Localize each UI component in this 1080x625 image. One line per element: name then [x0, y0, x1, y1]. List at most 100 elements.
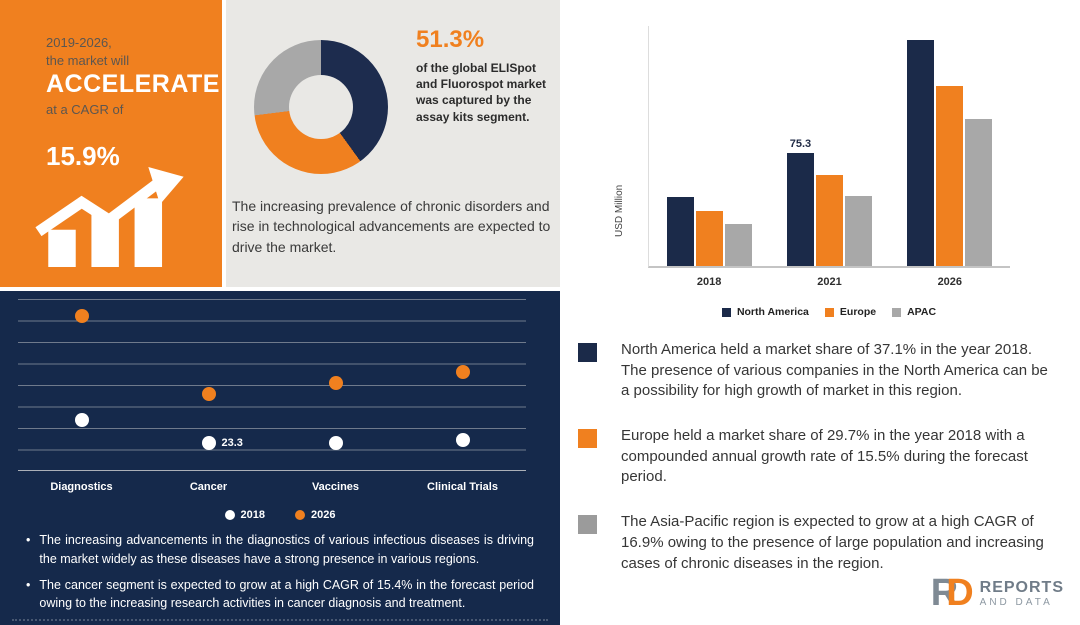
bar-legend: North America Europe APAC	[648, 306, 1010, 318]
bar-north-america-2026	[907, 39, 935, 266]
bar-row: 75.3	[786, 138, 872, 266]
legend-europe: Europe	[824, 306, 877, 318]
bar-group-2021: 75.3 2021	[786, 26, 872, 288]
legend-north-america: North America	[721, 306, 809, 318]
europe-swatch	[578, 429, 597, 449]
dot-category-label: Vaccines	[311, 481, 360, 493]
segment-share-desc: of the global ELISpot and Fluorospot mar…	[416, 61, 547, 124]
logo-anddata-text: AND DATA	[979, 597, 1053, 608]
legend-square-swatch	[721, 307, 731, 317]
bar-wrap: 75.3	[786, 138, 814, 266]
logo-mark: R D	[931, 572, 974, 615]
bar-row	[907, 39, 993, 266]
application-bullets: • The increasing advancements in the dia…	[26, 531, 534, 620]
regional-bar-chart: USD Million 2018 75.3 2021 2026 North Ameri…	[612, 22, 1022, 322]
logo-letter-r: R	[930, 572, 959, 614]
bar-category-label: 2018	[696, 276, 722, 288]
dot-2026-clinical-trials	[455, 364, 470, 379]
bar-apac-2026	[965, 119, 993, 266]
cagr-block: 2019-2026, the market will ACCELERATE at…	[0, 0, 222, 287]
legend-2018: 2018	[224, 509, 265, 521]
dot-column-vaccines	[272, 299, 399, 470]
bar-row	[666, 197, 752, 266]
dot-2018-clinical-trials	[455, 433, 470, 448]
bar-wrap	[907, 39, 935, 266]
legend-label: APAC	[907, 306, 937, 318]
growth-arrow-icon	[35, 166, 184, 267]
list-item: • The increasing advancements in the dia…	[26, 531, 534, 569]
bar-north-america-2021	[786, 153, 814, 266]
diagnostics-bullet-text: The increasing advancements in the diagn…	[39, 533, 534, 566]
reports-and-data-logo: R D REPORTS AND DATA	[931, 572, 1064, 615]
bar-apac-2018	[724, 224, 752, 266]
bar-wrap	[695, 210, 723, 266]
bar-wrap	[666, 197, 694, 266]
market-will-text: the market will	[46, 52, 130, 68]
logo-reports-text: REPORTS	[979, 579, 1064, 596]
apac-bullet-text: The Asia-Pacific region is expected to g…	[621, 513, 1044, 572]
bar-europe-2018	[695, 210, 723, 266]
bar-group-2018: 2018	[666, 26, 752, 288]
list-item: The Asia-Pacific region is expected to g…	[578, 512, 1060, 574]
legend-dot-swatch	[295, 510, 305, 520]
segment-share-block: 51.3% of the global ELISpot and Fluorosp…	[226, 0, 560, 287]
dot-2026-cancer	[201, 386, 216, 401]
dot-category-label: Cancer	[189, 481, 228, 493]
north-america-swatch	[578, 343, 597, 362]
y-axis-label: USD Million	[614, 184, 625, 237]
bar-north-america-2018	[666, 197, 694, 266]
bar-europe-2021	[815, 174, 843, 266]
logo-text: REPORTS AND DATA	[980, 579, 1064, 608]
accelerate-headline: ACCELERATE	[46, 70, 220, 99]
dotted-divider	[12, 619, 548, 621]
segment-stat-column: 51.3% of the global ELISpot and Fluorosp…	[416, 26, 552, 125]
segment-share-stat: 51.3%	[416, 26, 485, 53]
dot-column-clinical-trials	[399, 299, 526, 470]
bar-apac-2021	[844, 195, 872, 266]
legend-label: 2026	[311, 509, 336, 521]
cancer-bullet-text: The cancer segment is expected to grow a…	[39, 577, 534, 611]
bullet-marker: •	[26, 577, 31, 592]
legend-label: Europe	[839, 306, 877, 318]
bar-category-label: 2026	[937, 276, 963, 288]
dot-plot-categories: Diagnostics Cancer Vaccines Clinical Trials	[18, 481, 526, 493]
legend-2026: 2026	[295, 509, 335, 521]
europe-bullet-text: Europe held a market share of 29.7% in t…	[621, 427, 1028, 486]
logo-letter-d: D	[946, 572, 974, 614]
cagr-value: 15.9%	[46, 140, 120, 171]
list-item: • The cancer segment is expected to grow…	[26, 576, 534, 614]
bar-europe-2026	[936, 86, 964, 266]
dot-category-label: Diagnostics	[50, 481, 113, 493]
bullet-marker: •	[26, 533, 31, 547]
legend-square-swatch	[892, 307, 902, 317]
bar-wrap	[724, 224, 752, 266]
apac-swatch	[578, 515, 597, 535]
dot-column-cancer: 23.3	[145, 299, 272, 470]
dot-2026-vaccines	[328, 376, 343, 391]
dot-category-label: Clinical Trials	[427, 481, 498, 493]
bar-category-label: 2021	[817, 276, 842, 288]
cagr-of-text: at a CAGR of	[46, 102, 124, 118]
dot-plot-legend: 2018 2026	[0, 509, 560, 521]
legend-square-swatch	[824, 307, 834, 317]
bar-plot: 2018 75.3 2021 2026	[648, 26, 1010, 288]
dot-2018-vaccines	[328, 435, 343, 450]
bar-wrap	[936, 86, 964, 266]
list-item: Europe held a market share of 29.7% in t…	[578, 426, 1060, 488]
donut-chart	[254, 40, 388, 174]
list-item: North America held a market share of 37.…	[578, 340, 1060, 402]
period-text: 2019-2026,	[46, 35, 112, 50]
legend-dot-swatch	[224, 510, 235, 520]
region-bullets: North America held a market share of 37.…	[578, 340, 1060, 574]
dot-column-diagnostics	[18, 299, 145, 470]
north-america-bullet-text: North America held a market share of 37.…	[621, 341, 1048, 400]
regional-panel: USD Million 2018 75.3 2021 2026 North Ameri…	[560, 0, 1080, 625]
market-driver-text: The increasing prevalence of chronic dis…	[232, 198, 551, 255]
dot-2018-diagnostics	[74, 412, 89, 427]
legend-apac: APAC	[892, 306, 936, 318]
bar-wrap	[844, 195, 872, 266]
dot-2018-cancer: 23.3	[201, 436, 243, 451]
bar-value-label: 75.3	[789, 138, 812, 151]
bar-group-2026: 2026	[907, 26, 993, 288]
